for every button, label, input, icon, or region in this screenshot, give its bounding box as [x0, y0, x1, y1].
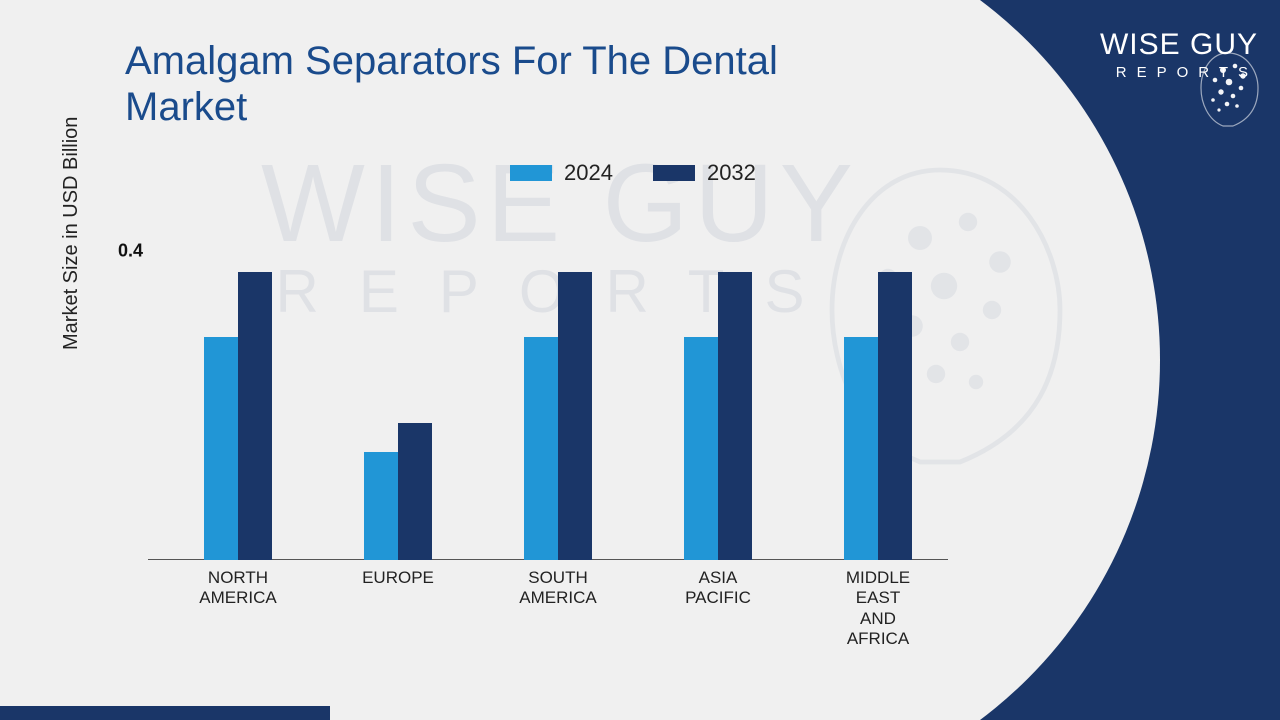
x-axis-label: EUROPE	[333, 568, 463, 588]
logo: WISE GUY REPORTS	[1100, 28, 1258, 81]
legend-item-2032: 2032	[653, 160, 756, 186]
y-tick-label: 0.4	[118, 241, 143, 262]
bar-2024	[524, 337, 558, 560]
legend-item-2024: 2024	[510, 160, 613, 186]
bar-2024	[364, 452, 398, 560]
bar-group: ASIA PACIFIC	[658, 200, 778, 560]
x-axis-label: ASIA PACIFIC	[653, 568, 783, 609]
legend-label-2024: 2024	[564, 160, 613, 186]
bar-2024	[844, 337, 878, 560]
chart-title: Amalgam Separators For The Dental Market	[125, 38, 865, 130]
bar-2024	[204, 337, 238, 560]
legend: 2024 2032	[510, 160, 756, 186]
bar-group: MIDDLE EAST AND AFRICA	[818, 200, 938, 560]
legend-swatch-2024	[510, 165, 552, 181]
bar-2032	[238, 272, 272, 560]
x-axis-label: SOUTH AMERICA	[493, 568, 623, 609]
bar-group: EUROPE	[338, 200, 458, 560]
bar-2032	[398, 423, 432, 560]
bar-2032	[718, 272, 752, 560]
plot-region: 0.4 NORTH AMERICAEUROPESOUTH AMERICAASIA…	[148, 200, 948, 560]
x-axis-label: MIDDLE EAST AND AFRICA	[813, 568, 943, 650]
bar-group: SOUTH AMERICA	[498, 200, 618, 560]
bar-2032	[558, 272, 592, 560]
x-axis-label: NORTH AMERICA	[173, 568, 303, 609]
bar-2024	[684, 337, 718, 560]
legend-swatch-2032	[653, 165, 695, 181]
bar-group: NORTH AMERICA	[178, 200, 298, 560]
y-axis-label: Market Size in USD Billion	[60, 117, 83, 350]
chart-area: Market Size in USD Billion 2024 2032 0.4…	[90, 160, 960, 640]
bar-2032	[878, 272, 912, 560]
legend-label-2032: 2032	[707, 160, 756, 186]
footer-accent-bar	[0, 706, 330, 720]
head-dots-icon	[1193, 48, 1263, 128]
